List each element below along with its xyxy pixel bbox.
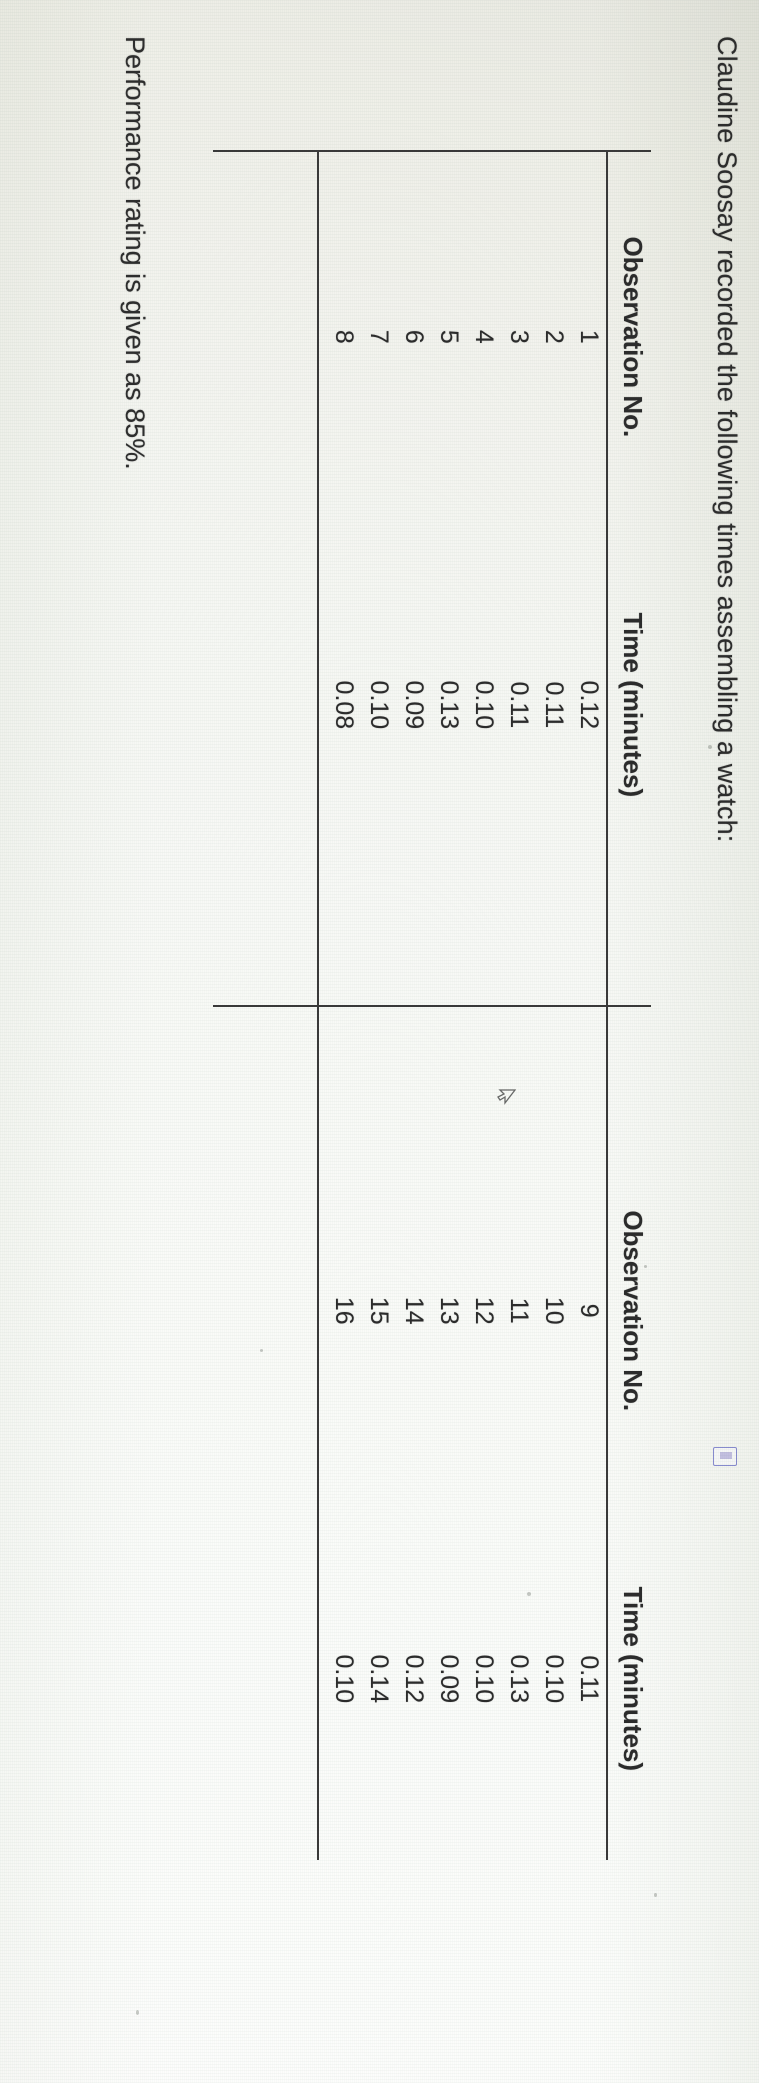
header-time-left: Time (minutes) [607,523,651,887]
cell-time: 0.10 [330,1654,358,1704]
cell-observation: 14 [400,1296,428,1325]
page-title: Claudine Soosay recorded the following t… [712,36,742,843]
cell-time: 0.11 [540,681,568,729]
cell-time: 0.13 [505,1654,533,1704]
observation-table-container: Observation No. Time (minutes) Observati… [213,150,651,1860]
cell-time: 0.09 [435,1654,463,1704]
cell-observation: 5 [435,329,463,344]
arrow-cursor-icon [497,1089,516,1105]
cell-observation: 6 [400,329,428,344]
cell-time: 0.10 [540,1654,568,1704]
cell-time: 0.08 [330,680,358,730]
cell-time: 0.12 [575,680,603,730]
cell-observation: 4 [470,329,498,344]
cell-observation: 9 [575,1303,603,1318]
cell-time: 0.14 [365,1654,393,1704]
cell-observation: 2 [540,329,568,344]
header-observation-right: Observation No. [607,1123,651,1498]
cell-observation: 13 [435,1296,463,1325]
header-time-right: Time (minutes) [607,1497,651,1860]
cell-time: 0.09 [400,680,428,730]
cell-observation: 12 [470,1296,498,1325]
cell-observation: 11 [505,1297,533,1324]
page-speck [136,2010,139,2015]
cell-observation: 3 [505,329,533,344]
cell-time: 0.10 [470,680,498,730]
cell-observation: 1 [575,329,603,344]
cell-observation: 10 [540,1296,568,1325]
cell-time: 0.11 [575,1655,603,1703]
header-observation-left: Observation No. [607,150,651,524]
cell-time: 0.12 [400,1654,428,1704]
page-speck [654,1893,657,1897]
cell-time: 0.13 [435,680,463,730]
page-speck [527,1592,531,1596]
table-middle-rule [213,1005,651,1008]
cell-time: 0.11 [505,681,533,729]
cell-observation: 15 [365,1296,393,1325]
cell-time: 0.10 [470,1654,498,1704]
cell-observation: 8 [330,329,358,344]
page-speck [708,745,712,749]
performance-rating-note: Performance rating is given as 85%. [120,36,150,470]
cell-observation: 7 [365,329,393,344]
page-speck [644,1265,647,1268]
page-marker-icon [713,1447,737,1466]
table-left-rule [213,150,651,153]
page-speck [260,1349,263,1352]
cell-time: 0.10 [365,680,393,730]
cell-observation: 16 [330,1296,358,1325]
